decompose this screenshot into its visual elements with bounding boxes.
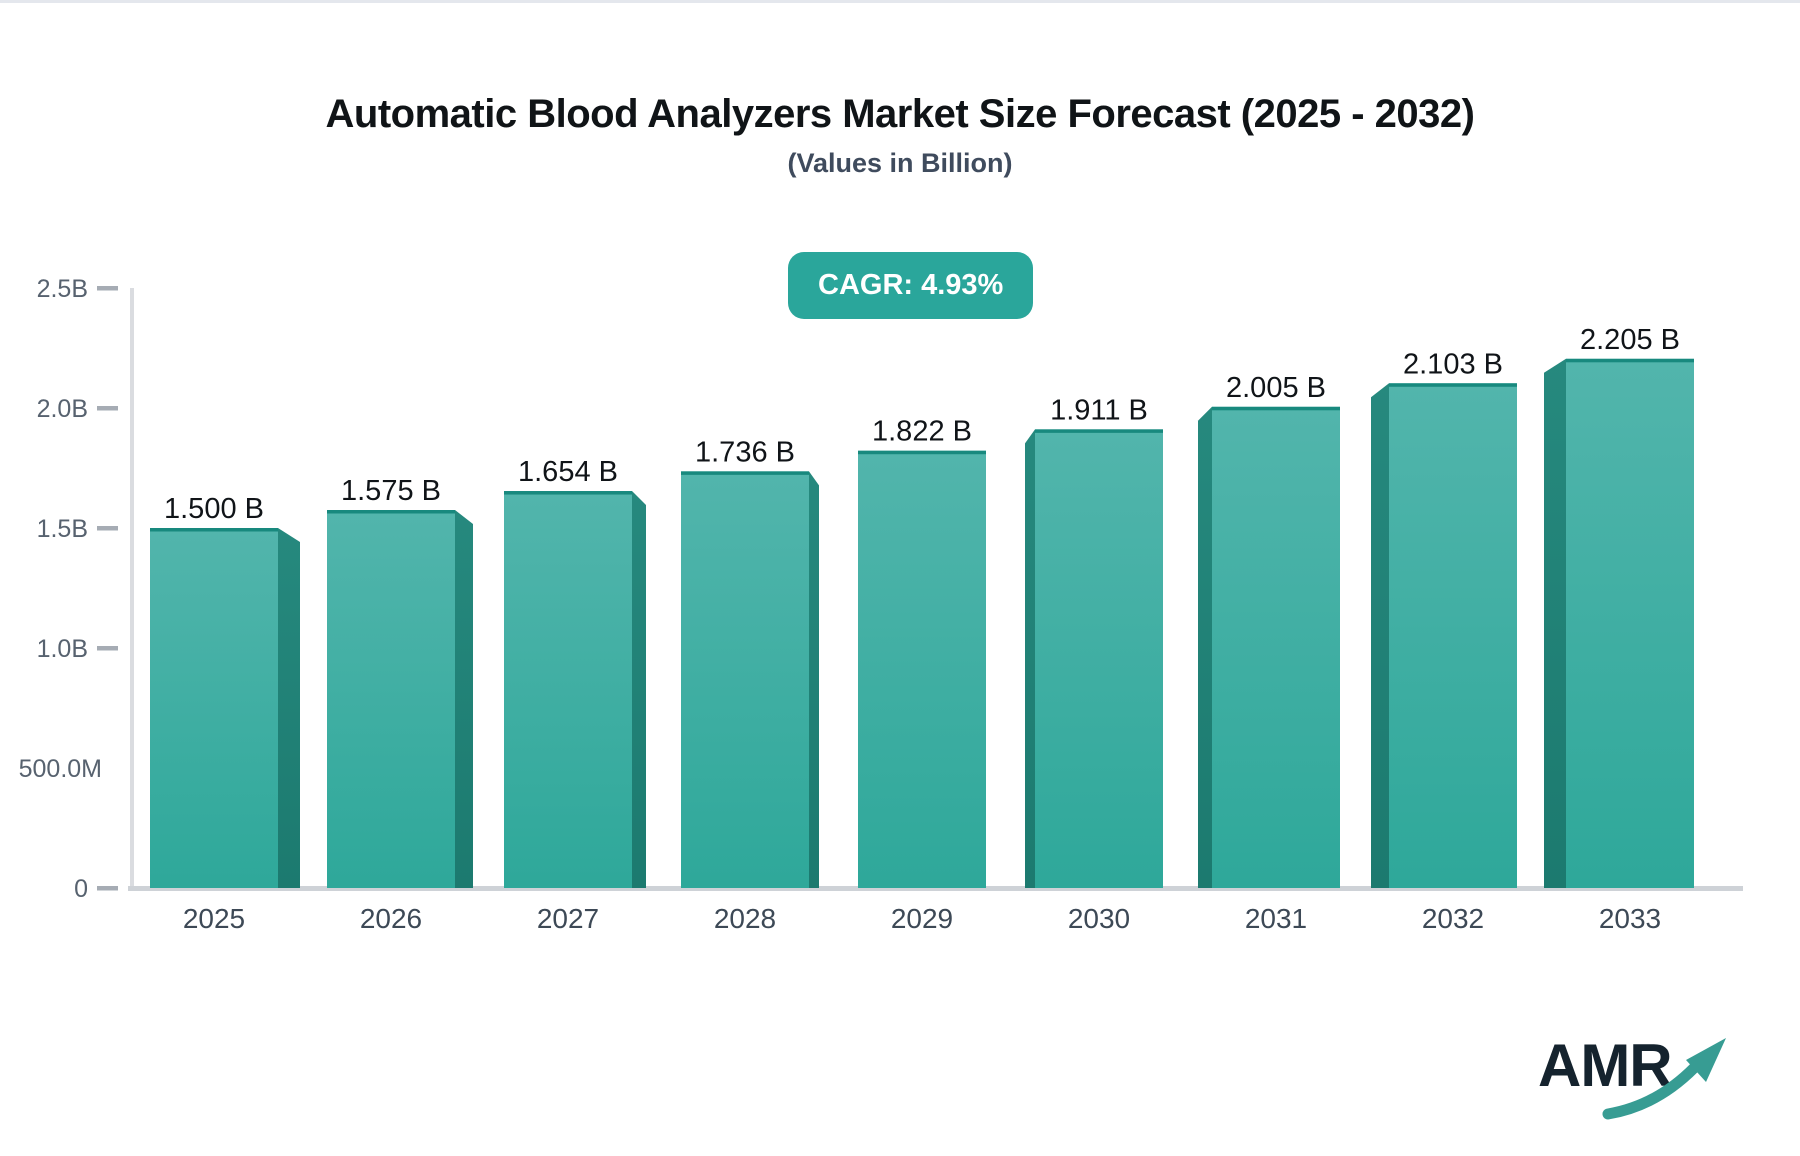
- bar-2025: [150, 528, 300, 888]
- bar-side-face: [1371, 383, 1389, 888]
- x-axis-label: 2025: [183, 903, 245, 934]
- bar-2031: [1198, 406, 1340, 888]
- bar-2027: [504, 491, 646, 888]
- bar-value-label: 1.736 B: [695, 436, 795, 468]
- amr-logo-text: AMR: [1538, 1032, 1673, 1099]
- x-axis-label: 2028: [714, 903, 776, 934]
- bars-layer: [150, 358, 1694, 888]
- bar-2026: [327, 510, 473, 888]
- bar-top-edge: [1212, 406, 1340, 411]
- bar-top-edge: [327, 510, 455, 514]
- bar-top-edge: [858, 450, 986, 455]
- y-tick-dash: [97, 406, 118, 411]
- x-axis-label: 2027: [537, 903, 599, 934]
- bar-top-edge: [150, 528, 278, 532]
- bar-top-edge: [1389, 383, 1517, 387]
- bar-2029: [858, 450, 986, 888]
- bar-top-edge: [504, 491, 632, 495]
- bar-value-label: 1.575 B: [341, 475, 441, 507]
- cagr-badge: CAGR: 4.93%: [788, 252, 1034, 319]
- x-axis-label: 2032: [1422, 903, 1484, 934]
- y-axis-label: 1.0B: [37, 635, 88, 663]
- bar-front-face: [504, 491, 632, 888]
- y-axis-label: 0: [74, 875, 88, 903]
- y-axis-label: 2.0B: [37, 395, 88, 423]
- bar-front-face: [1035, 429, 1163, 888]
- bar-side-face: [1198, 406, 1212, 888]
- bar-front-face: [1212, 406, 1340, 888]
- bar-top-edge: [1035, 429, 1163, 433]
- y-axis-label: 2.5B: [37, 275, 88, 303]
- bar-2033: [1544, 358, 1694, 888]
- x-axis-label: 2029: [891, 903, 953, 934]
- y-tick-dash: [97, 646, 118, 651]
- bar-front-face: [327, 510, 455, 888]
- y-tick-dash: [97, 526, 118, 531]
- bar-value-label: 2.005 B: [1226, 372, 1326, 404]
- y-axis-line: [130, 288, 134, 888]
- bar-value-label: 1.911 B: [1050, 394, 1148, 426]
- y-axis-label: 500.0M: [19, 755, 102, 783]
- x-axis-baseline: [128, 886, 1743, 891]
- top-frame-line: [0, 0, 1800, 3]
- bar-side-face: [809, 471, 819, 888]
- bar-front-face: [150, 528, 278, 888]
- x-axis-label: 2026: [360, 903, 422, 934]
- bar-side-face: [1544, 358, 1566, 888]
- bar-2032: [1371, 383, 1517, 888]
- x-axis-label: 2031: [1245, 903, 1307, 934]
- bar-front-face: [681, 471, 809, 888]
- chart-subtitle: (Values in Billion): [787, 148, 1013, 178]
- bar-front-face: [1389, 383, 1517, 888]
- y-tick-dash: [97, 886, 118, 891]
- bar-top-edge: [681, 471, 809, 475]
- bar-top-edge: [1566, 358, 1694, 363]
- bar-value-label: 2.103 B: [1403, 348, 1503, 380]
- growth-arrow-icon: [1602, 1038, 1726, 1120]
- x-axis-label: 2030: [1068, 903, 1130, 934]
- chart-title: Automatic Blood Analyzers Market Size Fo…: [325, 92, 1475, 136]
- bar-value-label: 1.654 B: [518, 456, 618, 488]
- labels-layer: 1.500 B 2025 1.575 B 2026 1.654 B 2027 1.736 B…: [164, 324, 1680, 934]
- axis-layer: 2.5B 2.0B 1.5B 1.0B 500.0M 0: [19, 275, 1743, 903]
- x-axis-label: 2033: [1599, 903, 1661, 934]
- y-tick-dash: [97, 286, 118, 291]
- amr-logo: AMR: [1538, 1030, 1768, 1130]
- bar-side-face: [455, 510, 473, 888]
- bar-value-label: 2.205 B: [1580, 324, 1680, 356]
- bar-value-label: 1.822 B: [872, 416, 972, 448]
- bar-side-face: [1025, 429, 1035, 888]
- bar-2030: [1025, 429, 1163, 888]
- bar-front-face: [858, 450, 986, 888]
- y-axis-label: 1.5B: [37, 515, 88, 543]
- bar-2028: [681, 471, 819, 888]
- bar-value-label: 1.500 B: [164, 493, 264, 525]
- bar-front-face: [1566, 358, 1694, 888]
- bar-side-face: [632, 491, 646, 888]
- bar-side-face: [278, 528, 300, 888]
